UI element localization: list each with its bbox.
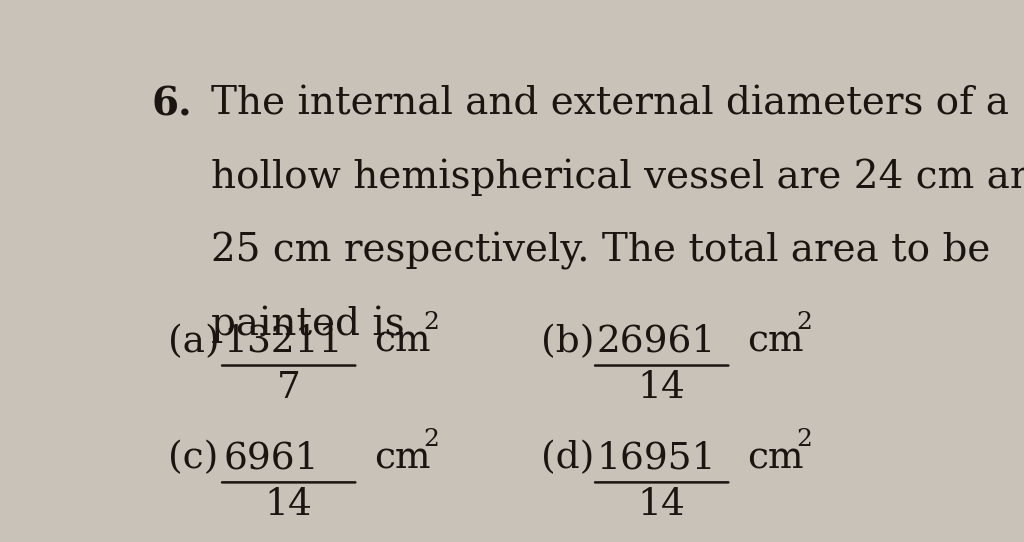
- Text: 2: 2: [797, 311, 812, 334]
- Text: 7: 7: [276, 370, 301, 406]
- Text: cm: cm: [748, 441, 804, 476]
- Text: (b): (b): [541, 324, 594, 360]
- Text: (a): (a): [168, 324, 219, 360]
- Text: painted is: painted is: [211, 305, 404, 343]
- Text: 6.: 6.: [152, 86, 193, 124]
- Text: (d): (d): [541, 441, 594, 476]
- Text: 2: 2: [423, 428, 439, 451]
- Text: cm: cm: [748, 324, 804, 360]
- Text: 2: 2: [797, 428, 812, 451]
- Text: 2: 2: [423, 311, 439, 334]
- Text: The internal and external diameters of a: The internal and external diameters of a: [211, 86, 1010, 123]
- Text: 16951: 16951: [596, 441, 716, 476]
- Text: 25 cm respectively. The total area to be: 25 cm respectively. The total area to be: [211, 232, 990, 270]
- Text: 14: 14: [638, 487, 686, 522]
- Text: (c): (c): [168, 441, 218, 476]
- Text: cm: cm: [374, 441, 430, 476]
- Text: 6961: 6961: [223, 441, 318, 476]
- Text: 26961: 26961: [596, 324, 716, 360]
- Text: 14: 14: [638, 370, 686, 406]
- Text: 14: 14: [265, 487, 312, 522]
- Text: cm: cm: [374, 324, 430, 360]
- Text: hollow hemispherical vessel are 24 cm and: hollow hemispherical vessel are 24 cm an…: [211, 159, 1024, 196]
- Text: 13211: 13211: [223, 324, 343, 360]
